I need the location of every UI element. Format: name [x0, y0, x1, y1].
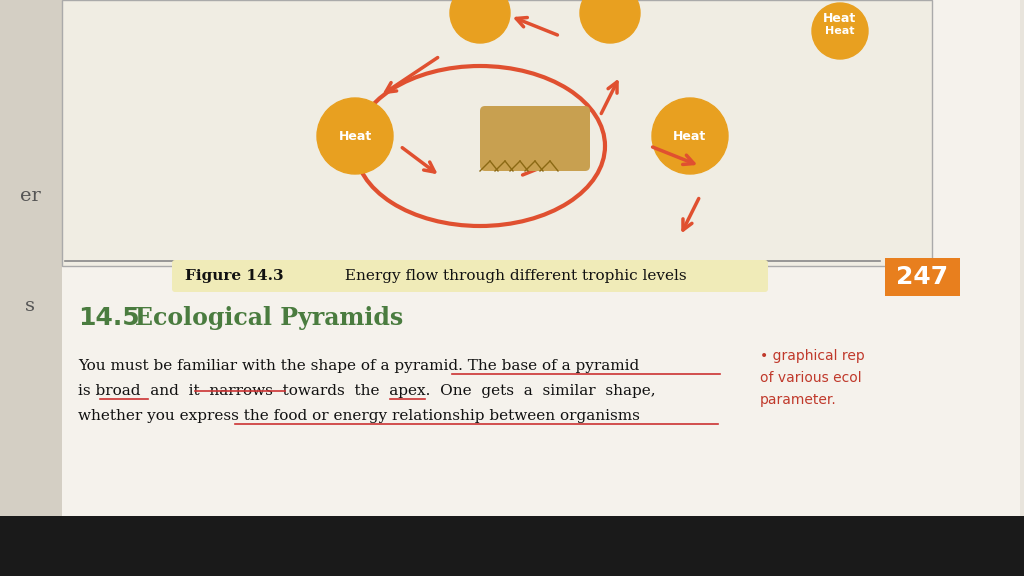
- Text: parameter.: parameter.: [760, 393, 837, 407]
- Text: You must be familiar with the shape of a pyramid. The base of a pyramid: You must be familiar with the shape of a…: [78, 359, 639, 373]
- Text: Heat: Heat: [825, 26, 855, 36]
- FancyBboxPatch shape: [0, 516, 1024, 576]
- Text: Energy flow through different trophic levels: Energy flow through different trophic le…: [340, 269, 687, 283]
- Circle shape: [580, 0, 640, 43]
- Circle shape: [652, 98, 728, 174]
- Text: • graphical rep: • graphical rep: [760, 349, 864, 363]
- Text: Heat: Heat: [674, 130, 707, 142]
- FancyBboxPatch shape: [0, 0, 62, 576]
- Text: Ecological Pyramids: Ecological Pyramids: [135, 306, 403, 330]
- Text: is broad  and  it  narrows  towards  the  apex.  One  gets  a  similar  shape,: is broad and it narrows towards the apex…: [78, 384, 655, 398]
- FancyBboxPatch shape: [172, 260, 768, 292]
- FancyBboxPatch shape: [480, 106, 590, 171]
- Text: of various ecol: of various ecol: [760, 371, 861, 385]
- FancyBboxPatch shape: [62, 0, 932, 266]
- Circle shape: [317, 98, 393, 174]
- Circle shape: [812, 3, 868, 59]
- Text: 14.5: 14.5: [78, 306, 139, 330]
- Text: er: er: [19, 187, 40, 205]
- FancyBboxPatch shape: [885, 258, 961, 296]
- Text: whether you express the food or energy relationship between organisms: whether you express the food or energy r…: [78, 409, 640, 423]
- Text: 247: 247: [896, 265, 948, 289]
- Text: Heat: Heat: [338, 130, 372, 142]
- Text: s: s: [25, 297, 35, 315]
- Circle shape: [450, 0, 510, 43]
- Text: Heat: Heat: [823, 12, 857, 25]
- FancyBboxPatch shape: [60, 0, 1020, 576]
- Text: Figure 14.3: Figure 14.3: [185, 269, 284, 283]
